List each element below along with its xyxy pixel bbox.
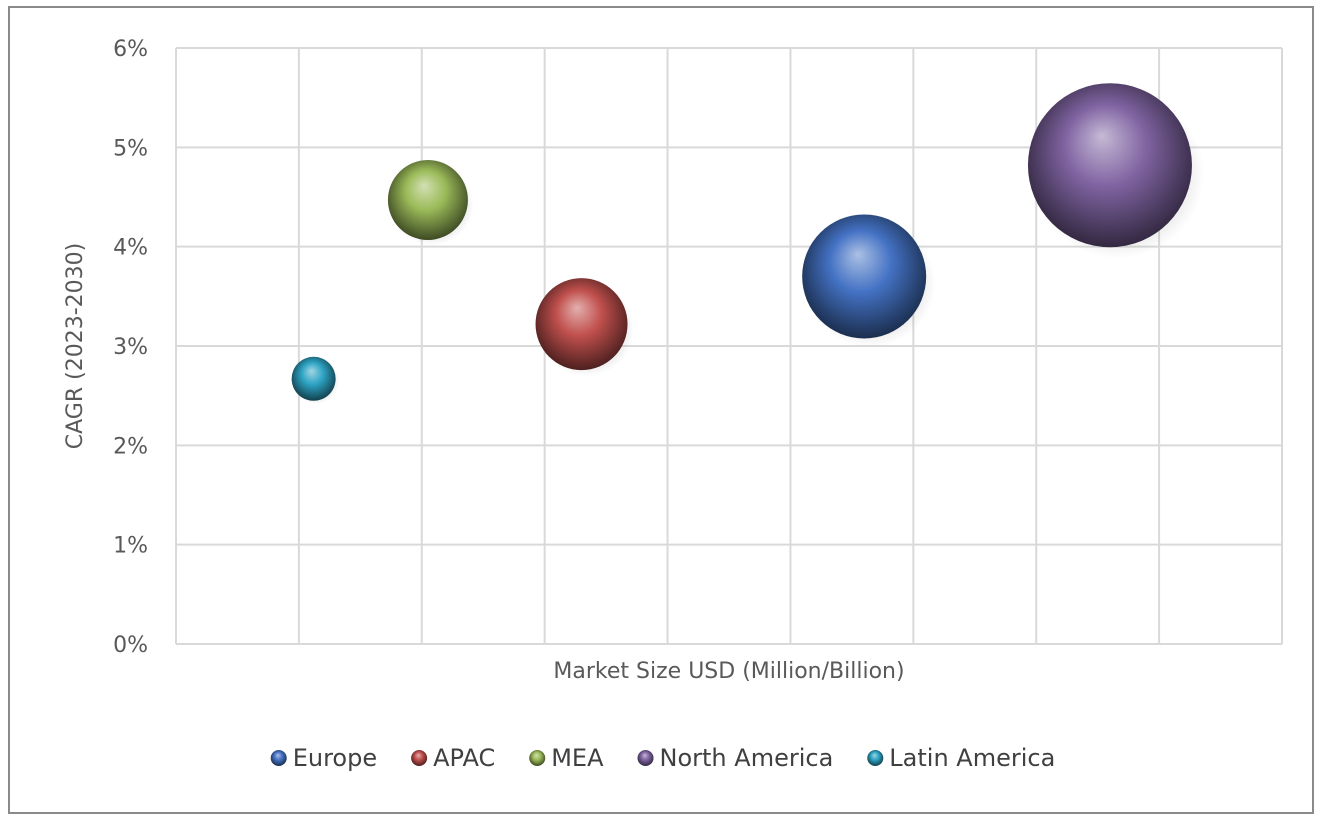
y-tick-label: 5% [113,136,148,161]
legend-marker-apac [411,750,428,766]
legend-label-north-america: North America [660,744,834,772]
y-tick-label: 6% [113,37,148,62]
legend-label-apac: APAC [433,744,495,772]
legend: Europe APAC MEA North America Latin America [270,744,1055,772]
x-axis-title: Market Size USD (Million/Billion) [553,659,904,684]
bubble-north-america [1027,83,1192,248]
legend-marker-north-america [637,750,654,766]
bubble-latin-america [291,356,336,401]
bubble-europe [802,214,927,339]
y-axis-title: CAGR (2023-2030) [63,243,88,449]
legend-label-mea: MEA [551,744,604,772]
legend-marker-mea [529,750,546,766]
bubble-apac [535,278,628,371]
legend-label-latin-america: Latin America [889,744,1055,772]
y-tick-label: 4% [113,236,148,261]
legend-marker-latin-america [867,750,884,766]
y-tick-label: 0% [113,633,148,658]
bubble-mea [387,159,468,240]
chart-frame: 0% 1% 2% 3% 4% 5% 6% Market Size USD (Million/… [8,6,1314,814]
bubble-chart: 0% 1% 2% 3% 4% 5% 6% Market Size USD (Million/… [63,37,1283,772]
y-axis-ticks: 0% 1% 2% 3% 4% 5% 6% [113,37,148,658]
bubbles [291,83,1205,404]
y-tick-label: 3% [113,335,148,360]
y-tick-label: 2% [113,434,148,459]
legend-label-europe: Europe [293,744,377,772]
legend-marker-europe [270,750,287,766]
y-tick-label: 1% [113,534,148,559]
